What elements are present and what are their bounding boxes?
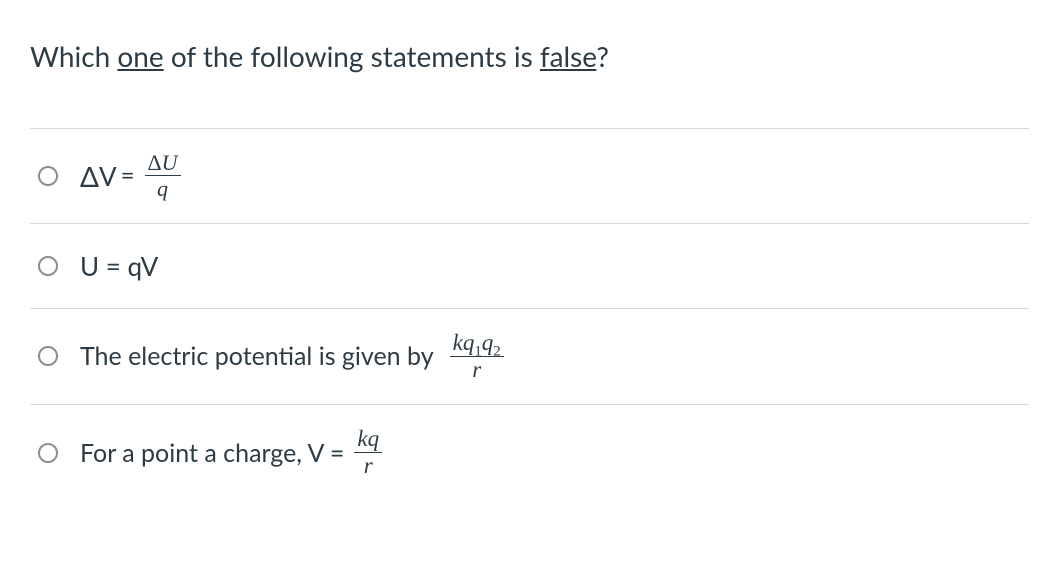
fraction-a: ΔU q <box>145 151 181 200</box>
fraction-c-num: kq1q2 <box>450 331 504 357</box>
fraction-c-den: r <box>469 357 484 382</box>
question-underline-false: false <box>540 39 596 73</box>
delta-symbol: Δ <box>148 150 162 175</box>
question-text-prefix: Which <box>30 39 117 73</box>
var-q2: q <box>482 330 494 355</box>
option-c[interactable]: The electric potential is given by kq1q2… <box>30 309 1029 405</box>
sub-2: 2 <box>493 343 500 359</box>
var-u: U <box>162 150 178 175</box>
question-text-suffix: ? <box>596 39 609 73</box>
option-a[interactable]: ΔV = ΔU q <box>30 129 1029 223</box>
radio-b[interactable] <box>38 256 58 276</box>
option-b-content: U = qV <box>80 250 158 282</box>
fraction-d-num: kq <box>354 427 382 453</box>
fraction-d: kq r <box>354 427 382 478</box>
option-d-label: For a point a charge, V = <box>80 438 344 468</box>
options-list: ΔV = ΔU q U = qV The electric potentia <box>30 128 1029 500</box>
option-c-content: The electric potential is given by kq1q2… <box>80 331 510 382</box>
option-d-content: For a point a charge, V = kq r <box>80 427 388 478</box>
radio-c[interactable] <box>38 346 58 366</box>
question-text-middle: of the following statements is <box>164 39 540 73</box>
fraction-a-den: q <box>154 176 171 200</box>
option-a-content: ΔV = ΔU q <box>80 151 187 200</box>
question-stem: Which one of the following statements is… <box>30 38 1029 74</box>
question-container: Which one of the following statements is… <box>0 0 1059 520</box>
option-c-label: The electric potential is given by <box>80 341 434 371</box>
option-b[interactable]: U = qV <box>30 224 1029 309</box>
option-b-text: U = qV <box>80 250 158 282</box>
fraction-c: kq1q2 r <box>450 331 504 382</box>
question-underline-one: one <box>117 39 163 73</box>
var-q: q <box>368 426 380 451</box>
var-k: k <box>357 426 367 451</box>
var-k: k <box>453 330 463 355</box>
delta-symbol: Δ <box>80 159 99 193</box>
radio-a[interactable] <box>38 166 58 186</box>
option-d[interactable]: For a point a charge, V = kq r <box>30 405 1029 500</box>
var-v: V <box>99 160 117 192</box>
radio-d[interactable] <box>38 443 58 463</box>
var-q1: q <box>463 330 475 355</box>
fraction-a-num: ΔU <box>145 151 181 176</box>
equals-sign: = <box>121 161 135 190</box>
fraction-d-den: r <box>361 453 376 478</box>
